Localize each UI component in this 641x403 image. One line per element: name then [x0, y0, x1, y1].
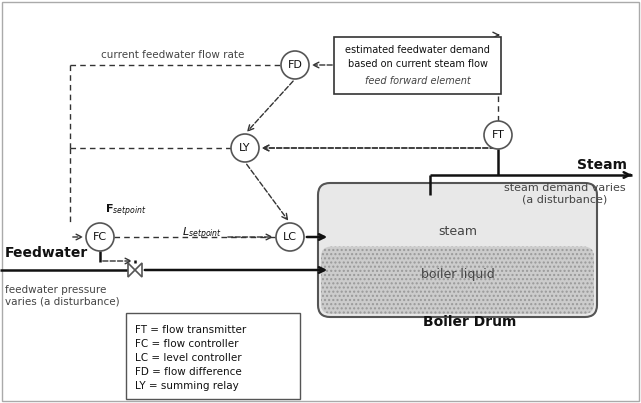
Text: FC = flow controller: FC = flow controller: [135, 339, 238, 349]
Text: feedwater pressure
varies (a disturbance): feedwater pressure varies (a disturbance…: [5, 285, 120, 307]
Text: current feedwater flow rate: current feedwater flow rate: [101, 50, 244, 60]
Text: boiler liquid: boiler liquid: [420, 268, 494, 281]
Circle shape: [86, 223, 114, 251]
Text: steam: steam: [438, 225, 477, 238]
Text: FC: FC: [93, 232, 107, 242]
Text: feed forward element: feed forward element: [365, 76, 470, 86]
Text: Boiler Drum: Boiler Drum: [423, 315, 517, 329]
Text: LC: LC: [283, 232, 297, 242]
Circle shape: [281, 51, 309, 79]
FancyBboxPatch shape: [334, 37, 501, 94]
Text: Feedwater: Feedwater: [5, 246, 88, 260]
Text: Steam: Steam: [577, 158, 627, 172]
FancyBboxPatch shape: [318, 183, 597, 317]
Text: $\mathbf{F}_{setpoint}$: $\mathbf{F}_{setpoint}$: [105, 203, 147, 219]
Circle shape: [484, 121, 512, 149]
Text: LY: LY: [239, 143, 251, 153]
Circle shape: [276, 223, 304, 251]
Text: FT = flow transmitter: FT = flow transmitter: [135, 325, 246, 335]
Text: based on current steam flow: based on current steam flow: [347, 59, 488, 69]
Text: steam demand varies
(a disturbance): steam demand varies (a disturbance): [504, 183, 626, 205]
Polygon shape: [128, 263, 142, 277]
FancyBboxPatch shape: [126, 313, 300, 399]
Text: FT: FT: [492, 130, 504, 140]
Text: LY = summing relay: LY = summing relay: [135, 381, 238, 391]
Text: LC = level controller: LC = level controller: [135, 353, 242, 363]
FancyBboxPatch shape: [321, 247, 594, 314]
Text: estimated feedwater demand: estimated feedwater demand: [345, 45, 490, 55]
Circle shape: [231, 134, 259, 162]
Text: FD: FD: [288, 60, 303, 70]
Text: $L_{setpoint}$: $L_{setpoint}$: [182, 226, 222, 242]
Text: FD = flow difference: FD = flow difference: [135, 367, 242, 377]
